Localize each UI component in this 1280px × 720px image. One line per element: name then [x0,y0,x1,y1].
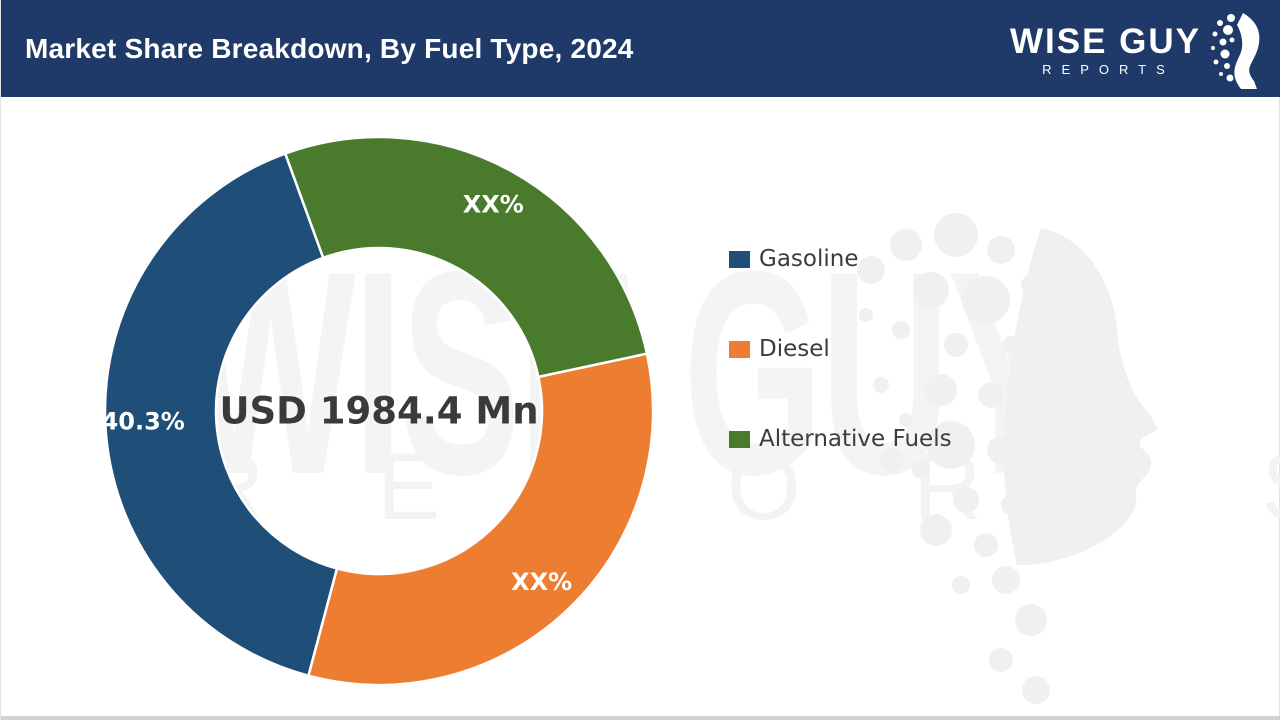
donut-slice-alternative-fuels [284,135,649,379]
header: Market Share Breakdown, By Fuel Type, 20… [1,0,1280,97]
legend-label: Diesel [759,335,830,362]
logo-text: WISE GUY [1009,21,1201,61]
legend-item-alternative-fuels: Alternative Fuels [729,424,952,454]
legend-label: Alternative Fuels [759,425,952,452]
donut-svg: 40.3% XX% XX% USD 1984.4 Mn [102,135,655,687]
bottom-border [1,716,1280,720]
donut-slice-gasoline [103,152,339,678]
legend-marker [729,340,750,358]
legend: Gasoline Diesel Alternative Fuels [729,244,952,514]
donut-chart: 40.3% XX% XX% USD 1984.4 Mn [69,101,689,720]
donut-slice-diesel [307,352,655,687]
legend-marker [729,430,750,448]
watermark-face-icon [857,213,1158,704]
legend-item-gasoline: Gasoline [729,244,952,274]
slice-label: 40.3% [102,407,185,435]
logo-subtext: REPORTS [1042,62,1175,78]
legend-label: Gasoline [759,245,859,272]
legend-marker [729,250,750,268]
legend-item-diesel: Diesel [729,334,952,364]
slice-label: XX% [463,191,524,219]
chart-center-label: USD 1984.4 Mn [219,390,538,433]
logo-face-icon [1211,13,1260,89]
slice-label: XX% [511,568,572,596]
page-title: Market Share Breakdown, By Fuel Type, 20… [25,32,634,64]
brand-logo: WISE GUY REPORTS [1010,10,1265,90]
